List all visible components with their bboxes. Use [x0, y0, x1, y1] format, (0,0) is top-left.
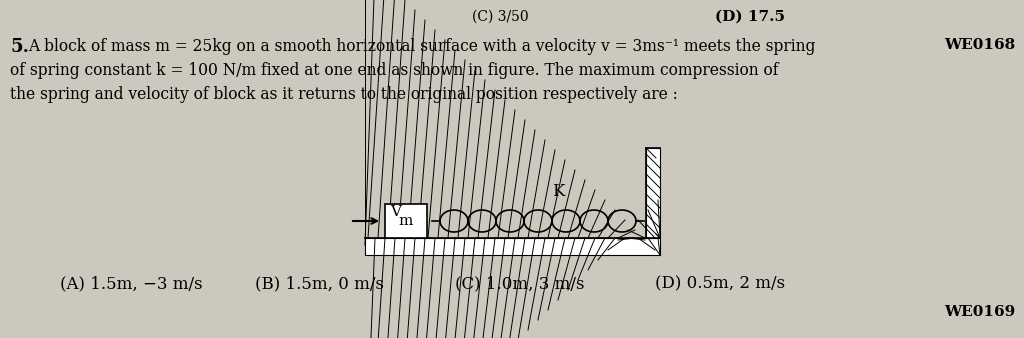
Text: V: V	[390, 205, 401, 219]
Bar	[385, 204, 427, 238]
Text: (B) 1.5m, 0 m/s: (B) 1.5m, 0 m/s	[255, 275, 384, 292]
Text: A block of mass m = 25kg on a smooth horizontal surface with a velocity v = 3ms⁻: A block of mass m = 25kg on a smooth hor…	[28, 38, 815, 55]
Text: WE0168: WE0168	[944, 38, 1015, 52]
Text: of spring constant k = 100 N/m fixed at one end as shown in figure. The maximum : of spring constant k = 100 N/m fixed at …	[10, 62, 778, 79]
Text: K: K	[552, 183, 564, 200]
Text: 5.: 5.	[10, 38, 29, 56]
Text: (D) 0.5m, 2 m/s: (D) 0.5m, 2 m/s	[655, 275, 785, 292]
Bar	[646, 148, 660, 238]
Text: (C) 3/50: (C) 3/50	[472, 10, 528, 24]
Text: WE0169: WE0169	[944, 305, 1015, 319]
Text: (D) 17.5: (D) 17.5	[715, 10, 785, 24]
Text: the spring and velocity of block as it returns to the original position respecti: the spring and velocity of block as it r…	[10, 86, 678, 103]
Text: (C) 1.0m, 3 m/s: (C) 1.0m, 3 m/s	[455, 275, 585, 292]
Bar	[365, 238, 660, 255]
Text: (A) 1.5m, −3 m/s: (A) 1.5m, −3 m/s	[60, 275, 203, 292]
Text: m: m	[398, 214, 414, 228]
